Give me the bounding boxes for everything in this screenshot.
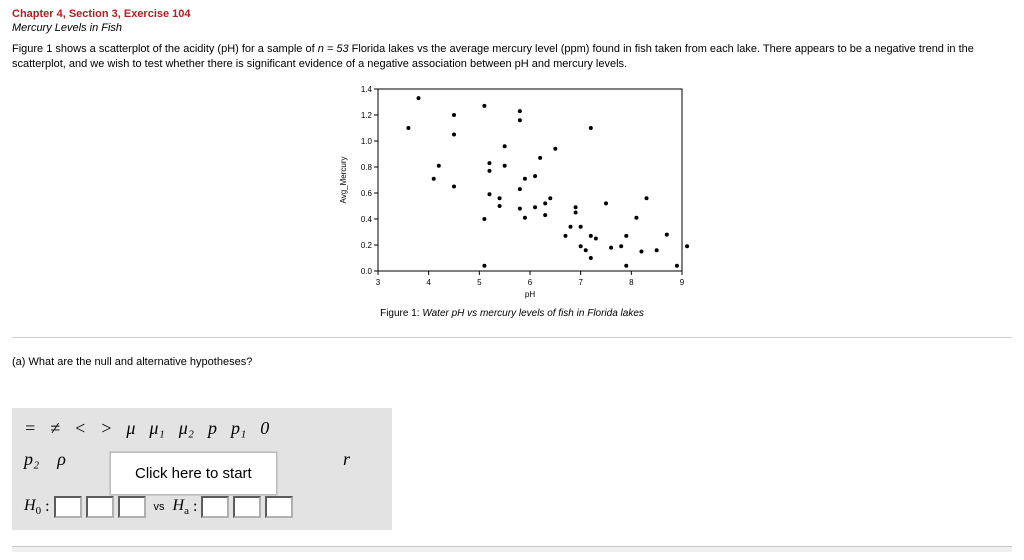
svg-text:6: 6 <box>528 278 533 287</box>
palette-symbol[interactable]: p₂ <box>24 449 39 469</box>
palette-symbol[interactable]: μ <box>126 418 135 439</box>
exercise-subtitle: Mercury Levels in Fish <box>12 22 1012 34</box>
ha-slot-1[interactable] <box>201 496 229 518</box>
svg-text:9: 9 <box>680 278 685 287</box>
svg-text:4: 4 <box>426 278 431 287</box>
palette-symbol[interactable]: p₁ <box>231 418 246 439</box>
problem-text: Figure 1 shows a scatterplot of the acid… <box>12 42 1012 73</box>
palette-symbol[interactable]: < <box>74 418 86 439</box>
chapter-header: Chapter 4, Section 3, Exercise 104 <box>12 8 1012 20</box>
svg-text:0.2: 0.2 <box>361 241 373 250</box>
hypothesis-row: H0: vs Ha: <box>24 496 380 518</box>
svg-text:Avg_Mercury: Avg_Mercury <box>339 156 348 203</box>
h0-slot-2[interactable] <box>86 496 114 518</box>
h0-slot-1[interactable] <box>54 496 82 518</box>
h0-label: H0 <box>24 497 41 517</box>
svg-text:1.0: 1.0 <box>361 137 373 146</box>
palette-symbol[interactable]: ≠ <box>50 418 60 439</box>
palette-symbol[interactable]: > <box>100 418 112 439</box>
palette-symbol[interactable]: p <box>208 418 217 439</box>
vs-label: vs <box>154 501 165 513</box>
problem-text-pre: Figure 1 shows a scatterplot of the acid… <box>12 43 318 55</box>
scatterplot: 0.0 0.2 0.4 0.6 0.8 1.0 1.2 1.4 3 4 5 6 7 8 9 pH Avg_Mer… <box>332 81 692 301</box>
svg-text:0.4: 0.4 <box>361 215 373 224</box>
svg-text:7: 7 <box>578 278 583 287</box>
svg-text:5: 5 <box>477 278 482 287</box>
ha-label: Ha <box>173 497 189 517</box>
palette-symbol[interactable]: μ₂ <box>179 418 194 439</box>
svg-text:8: 8 <box>629 278 634 287</box>
svg-text:1.2: 1.2 <box>361 111 373 120</box>
palette-row-1: = ≠ < > μ μ₁ μ₂ p p₁ 0 <box>24 418 380 439</box>
svg-text:pH: pH <box>525 290 535 299</box>
svg-text:0.8: 0.8 <box>361 163 373 172</box>
svg-text:0.0: 0.0 <box>361 267 373 276</box>
palette-symbol[interactable]: μ₁ <box>149 418 164 439</box>
palette-symbol[interactable]: = <box>24 418 36 439</box>
caption-prefix: Figure 1: <box>380 308 422 319</box>
h0-slot-3[interactable] <box>118 496 146 518</box>
caption-text: Water pH vs mercury levels of fish in Fl… <box>422 308 644 319</box>
palette-symbol-r[interactable]: r <box>343 449 350 470</box>
n-expression: n = 53 <box>318 43 349 55</box>
question-a: (a) What are the null and alternative hy… <box>12 356 1012 368</box>
ha-slot-3[interactable] <box>265 496 293 518</box>
svg-text:0.6: 0.6 <box>361 189 373 198</box>
palette-symbol[interactable]: ρ <box>57 449 66 469</box>
svg-text:3: 3 <box>376 278 381 287</box>
figure-caption: Figure 1: Water pH vs mercury levels of … <box>12 308 1012 319</box>
section-divider <box>12 337 1012 338</box>
svg-text:1.4: 1.4 <box>361 85 373 94</box>
click-to-start-button[interactable]: Click here to start <box>110 452 277 495</box>
symbol-palette: =≠<>μμ₁μ₂pp₁0 p₂ρ r Click here to start … <box>12 408 392 530</box>
ha-slot-2[interactable] <box>233 496 261 518</box>
scatterplot-container: 0.0 0.2 0.4 0.6 0.8 1.0 1.2 1.4 3 4 5 6 7 8 9 pH Avg_Mer… <box>12 81 1012 319</box>
palette-symbol[interactable]: 0 <box>260 418 269 439</box>
